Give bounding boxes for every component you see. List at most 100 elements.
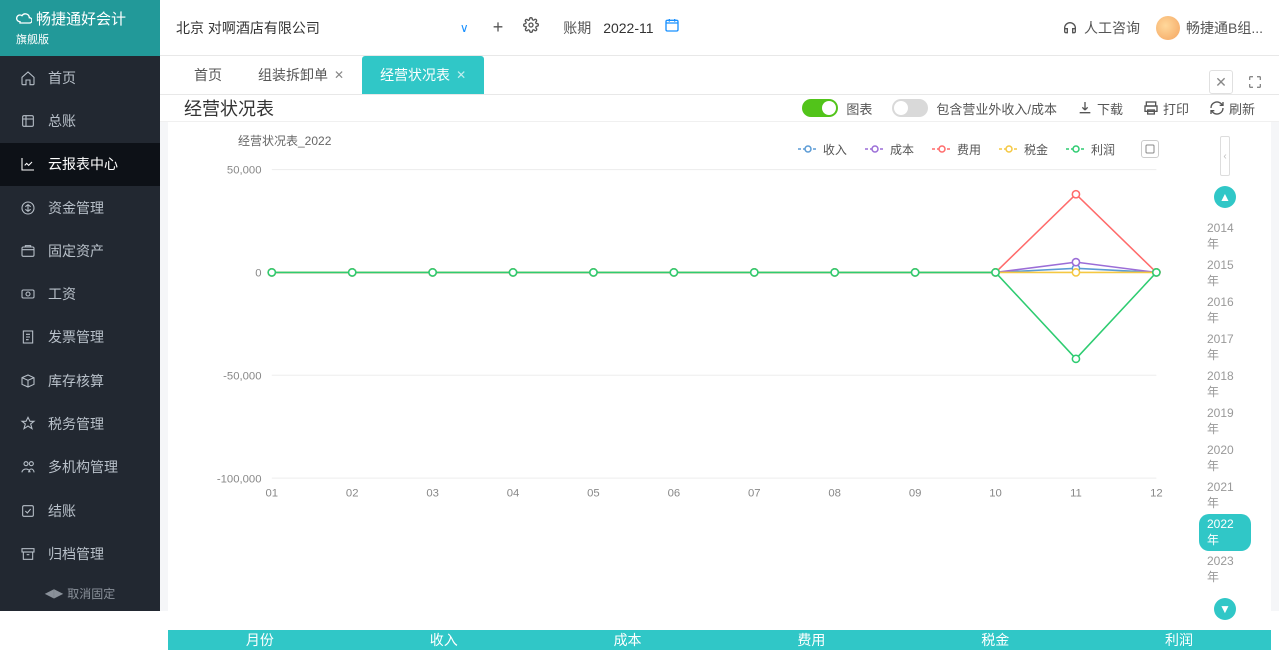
tab-close-icon[interactable]: ✕ bbox=[456, 68, 466, 82]
year-selector: ‹ ▲ 2014年2015年2016年2017年2018年2019年2020年2… bbox=[1199, 132, 1251, 620]
summary-header-row: 月份收入成本费用税金利润 bbox=[168, 630, 1271, 650]
chart-container: 经营状况表_2022 收入成本费用税金利润 -100,000-50,000050… bbox=[168, 122, 1271, 630]
tab-bar: 首页组装拆卸单✕经营状况表✕ ✕ bbox=[160, 56, 1279, 95]
print-button[interactable]: 打印 bbox=[1143, 99, 1189, 118]
other-income-toggle-label: 包含营业外收入/成本 bbox=[936, 99, 1057, 118]
legend-marker-icon bbox=[932, 144, 952, 154]
svg-text:11: 11 bbox=[1070, 488, 1082, 500]
svg-text:12: 12 bbox=[1150, 488, 1163, 500]
sidebar-item-asset[interactable]: 固定资产 bbox=[0, 229, 160, 272]
fullscreen-icon[interactable] bbox=[1243, 70, 1267, 94]
year-collapse-handle[interactable]: ‹ bbox=[1220, 136, 1230, 176]
sidebar-item-label: 固定资产 bbox=[48, 241, 104, 261]
legend-marker-icon bbox=[1066, 144, 1086, 154]
sidebar-item-tax[interactable]: 税务管理 bbox=[0, 402, 160, 445]
sidebar-item-fund[interactable]: 资金管理 bbox=[0, 186, 160, 229]
other-income-toggle[interactable] bbox=[892, 99, 928, 117]
asset-icon bbox=[20, 243, 36, 259]
year-item[interactable]: 2015年 bbox=[1199, 255, 1251, 292]
fund-icon bbox=[20, 200, 36, 216]
legend-item-收入[interactable]: 收入 bbox=[798, 140, 847, 158]
tab-1[interactable]: 组装拆卸单✕ bbox=[240, 56, 362, 94]
sidebar-item-close-period[interactable]: 结账 bbox=[0, 489, 160, 532]
sidebar-item-report[interactable]: 云报表中心 bbox=[0, 143, 160, 186]
year-scroll-down-icon[interactable]: ▼ bbox=[1214, 598, 1236, 620]
tab-close-icon[interactable]: ✕ bbox=[334, 68, 344, 82]
sidebar-item-ledger[interactable]: 总账 bbox=[0, 99, 160, 142]
period-label: 账期 bbox=[563, 18, 591, 38]
sidebar-item-org[interactable]: 多机构管理 bbox=[0, 446, 160, 489]
pin-toggle[interactable]: ◀▶取消固定 bbox=[0, 576, 160, 611]
sidebar-item-label: 库存核算 bbox=[48, 371, 104, 391]
svg-text:50,000: 50,000 bbox=[227, 165, 262, 177]
calendar-icon[interactable] bbox=[664, 17, 680, 38]
summary-column-header: 收入 bbox=[352, 630, 536, 650]
legend-item-利润[interactable]: 利润 bbox=[1066, 140, 1115, 158]
chart-toggle-label: 图表 bbox=[846, 99, 872, 118]
sidebar-item-invoice[interactable]: 发票管理 bbox=[0, 316, 160, 359]
sidebar-item-label: 归档管理 bbox=[48, 544, 104, 564]
svg-text:0: 0 bbox=[255, 268, 261, 280]
legend-item-成本[interactable]: 成本 bbox=[865, 140, 914, 158]
company-selector[interactable]: 北京 对啊酒店有限公司 bbox=[176, 18, 320, 38]
add-icon[interactable]: + bbox=[493, 17, 504, 38]
close-tab-icon[interactable]: ✕ bbox=[1209, 70, 1233, 94]
sidebar-item-salary[interactable]: 工资 bbox=[0, 272, 160, 315]
print-icon bbox=[1143, 100, 1159, 116]
legend-marker-icon bbox=[999, 144, 1019, 154]
svg-text:08: 08 bbox=[828, 488, 841, 500]
year-item[interactable]: 2021年 bbox=[1199, 477, 1251, 514]
legend-marker-icon bbox=[798, 144, 818, 154]
tab-label: 首页 bbox=[194, 65, 222, 85]
chart-toggle[interactable] bbox=[802, 99, 838, 117]
legend-item-税金[interactable]: 税金 bbox=[999, 140, 1048, 158]
avatar-icon bbox=[1156, 16, 1180, 40]
top-header: 畅捷通好会计 旗舰版 北京 对啊酒店有限公司 ∨ + 账期 2022-11 人工… bbox=[0, 0, 1279, 56]
svg-text:06: 06 bbox=[668, 488, 681, 500]
year-item[interactable]: 2023年 bbox=[1199, 551, 1251, 588]
download-icon bbox=[1077, 100, 1093, 116]
year-scroll-up-icon[interactable]: ▲ bbox=[1214, 186, 1236, 208]
svg-text:01: 01 bbox=[265, 488, 278, 500]
year-item[interactable]: 2017年 bbox=[1199, 329, 1251, 366]
legend-label: 费用 bbox=[957, 141, 981, 158]
company-dropdown-icon[interactable]: ∨ bbox=[460, 21, 469, 35]
year-item[interactable]: 2019年 bbox=[1199, 403, 1251, 440]
year-item[interactable]: 2020年 bbox=[1199, 440, 1251, 477]
legend-marker-icon bbox=[865, 144, 885, 154]
tab-0[interactable]: 首页 bbox=[176, 56, 240, 94]
period-value[interactable]: 2022-11 bbox=[603, 20, 653, 36]
consult-button[interactable]: 人工咨询 bbox=[1062, 18, 1140, 38]
sidebar-item-home[interactable]: 首页 bbox=[0, 56, 160, 99]
year-item[interactable]: 2022年 bbox=[1199, 514, 1251, 551]
refresh-button[interactable]: 刷新 bbox=[1209, 99, 1255, 118]
salary-icon bbox=[20, 286, 36, 302]
tab-2[interactable]: 经营状况表✕ bbox=[362, 56, 484, 94]
sidebar-item-label: 云报表中心 bbox=[48, 154, 118, 174]
logo-text: 畅捷通好会计 bbox=[16, 8, 160, 29]
sidebar-item-label: 结账 bbox=[48, 501, 76, 521]
sidebar-item-stock[interactable]: 库存核算 bbox=[0, 359, 160, 402]
chart-legend: 收入成本 费用 税金利润 bbox=[798, 140, 1159, 158]
invoice-icon bbox=[20, 329, 36, 345]
user-menu[interactable]: 畅捷通B组... bbox=[1156, 16, 1263, 40]
other-income-toggle-group: 包含营业外收入/成本 bbox=[892, 99, 1057, 118]
logo[interactable]: 畅捷通好会计 旗舰版 bbox=[0, 0, 160, 56]
year-item[interactable]: 2018年 bbox=[1199, 366, 1251, 403]
org-icon bbox=[20, 459, 36, 475]
home-icon bbox=[20, 70, 36, 86]
settings-icon[interactable] bbox=[523, 17, 539, 38]
sidebar-item-label: 首页 bbox=[48, 68, 76, 88]
svg-text:07: 07 bbox=[748, 488, 761, 500]
legend-item-费用[interactable]: 费用 bbox=[932, 140, 981, 158]
legend-settings-icon[interactable] bbox=[1141, 140, 1159, 158]
year-item[interactable]: 2016年 bbox=[1199, 292, 1251, 329]
line-chart: -100,000-50,000050,000010203040506070809… bbox=[188, 149, 1199, 509]
summary-column-header: 成本 bbox=[536, 630, 720, 650]
sidebar-item-label: 资金管理 bbox=[48, 198, 104, 218]
download-button[interactable]: 下载 bbox=[1077, 99, 1123, 118]
summary-column-header: 利润 bbox=[1087, 630, 1271, 650]
year-item[interactable]: 2014年 bbox=[1199, 218, 1251, 255]
sidebar-item-label: 税务管理 bbox=[48, 414, 104, 434]
sidebar-item-archive[interactable]: 归档管理 bbox=[0, 532, 160, 575]
